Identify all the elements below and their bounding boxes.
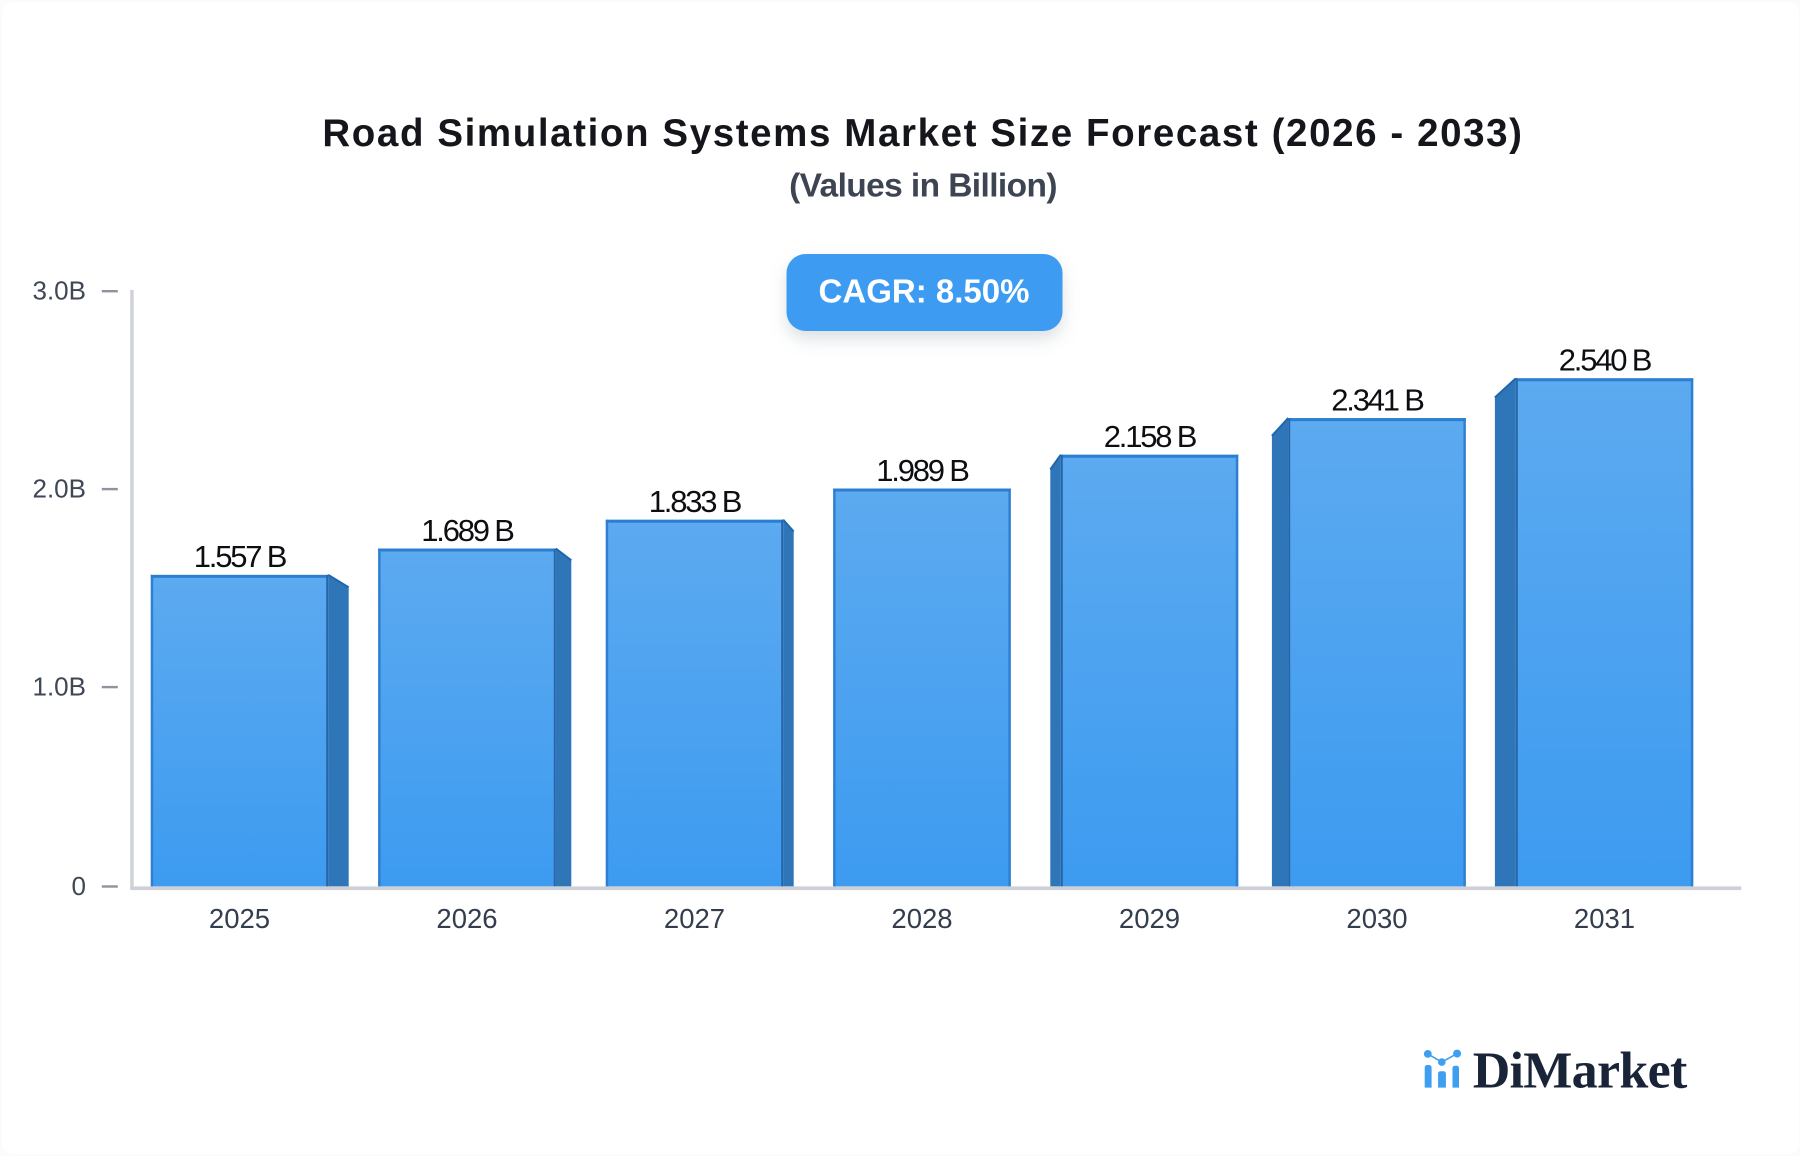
svg-text:2026: 2026 bbox=[436, 903, 497, 934]
svg-text:2031: 2031 bbox=[1574, 903, 1635, 934]
svg-text:1.557 B: 1.557 B bbox=[194, 539, 287, 574]
svg-text:2.158 B: 2.158 B bbox=[1104, 419, 1197, 454]
svg-text:CAGR: 8.50%: CAGR: 8.50% bbox=[819, 273, 1030, 310]
svg-text:2027: 2027 bbox=[664, 903, 725, 934]
svg-text:2.0B: 2.0B bbox=[33, 474, 87, 504]
svg-text:1.689 B: 1.689 B bbox=[421, 513, 514, 548]
svg-text:2029: 2029 bbox=[1119, 903, 1180, 934]
svg-text:3.0B: 3.0B bbox=[33, 276, 87, 306]
svg-text:0: 0 bbox=[72, 871, 86, 901]
svg-text:1.989 B: 1.989 B bbox=[876, 453, 969, 488]
svg-text:2028: 2028 bbox=[891, 903, 952, 934]
svg-text:2.341 B: 2.341 B bbox=[1331, 382, 1424, 417]
svg-text:DiMarket: DiMarket bbox=[1473, 1043, 1688, 1100]
svg-text:1.833 B: 1.833 B bbox=[649, 484, 742, 519]
svg-text:Road Simulation Systems Market: Road Simulation Systems Market Size Fore… bbox=[322, 112, 1523, 155]
svg-text:1.0B: 1.0B bbox=[33, 672, 87, 702]
svg-text:2.540 B: 2.540 B bbox=[1559, 343, 1652, 378]
svg-text:2025: 2025 bbox=[209, 903, 270, 934]
svg-text:2030: 2030 bbox=[1346, 903, 1407, 934]
svg-text:(Values in Billion): (Values in Billion) bbox=[789, 168, 1057, 205]
